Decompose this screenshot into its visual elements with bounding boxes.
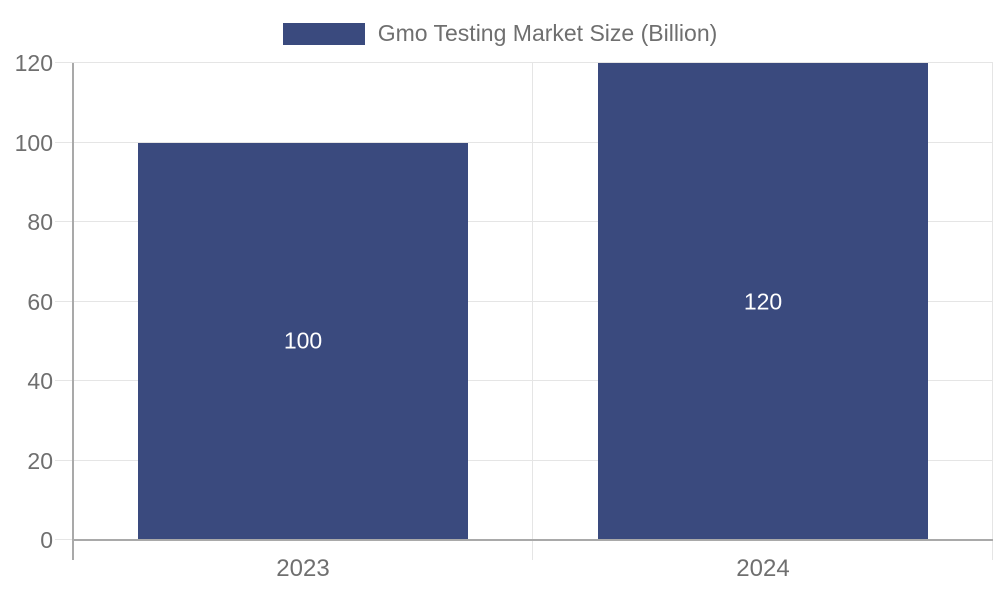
y-tick-label: 40 bbox=[27, 368, 53, 394]
bar bbox=[138, 142, 468, 540]
y-gridline bbox=[55, 459, 993, 461]
y-tick-label: 100 bbox=[14, 129, 53, 156]
category-gridline bbox=[532, 63, 534, 560]
x-tick-label: 2023 bbox=[276, 555, 330, 582]
legend-label: Gmo Testing Market Size (Billion) bbox=[377, 20, 718, 46]
y-tick-label: 120 bbox=[14, 50, 53, 76]
y-axis-line bbox=[72, 63, 74, 560]
x-tick-label: 2024 bbox=[736, 555, 790, 582]
y-gridline bbox=[55, 141, 993, 143]
y-tick-label: 60 bbox=[27, 288, 53, 315]
y-gridline bbox=[55, 300, 993, 302]
y-gridline bbox=[55, 380, 993, 382]
legend-swatch bbox=[282, 22, 365, 45]
bar-value-label: 120 bbox=[743, 288, 783, 314]
y-tick-label: 0 bbox=[40, 527, 53, 553]
legend: Gmo Testing Market Size (Billion) bbox=[0, 20, 1000, 47]
y-tick-label: 80 bbox=[27, 209, 53, 235]
x-axis-line bbox=[73, 539, 993, 541]
y-tick-label: 20 bbox=[27, 447, 53, 474]
bar bbox=[598, 63, 928, 540]
y-gridline bbox=[55, 221, 993, 223]
category-gridline bbox=[992, 63, 994, 560]
y-gridline bbox=[55, 62, 993, 64]
bar-value-label: 100 bbox=[283, 327, 323, 354]
